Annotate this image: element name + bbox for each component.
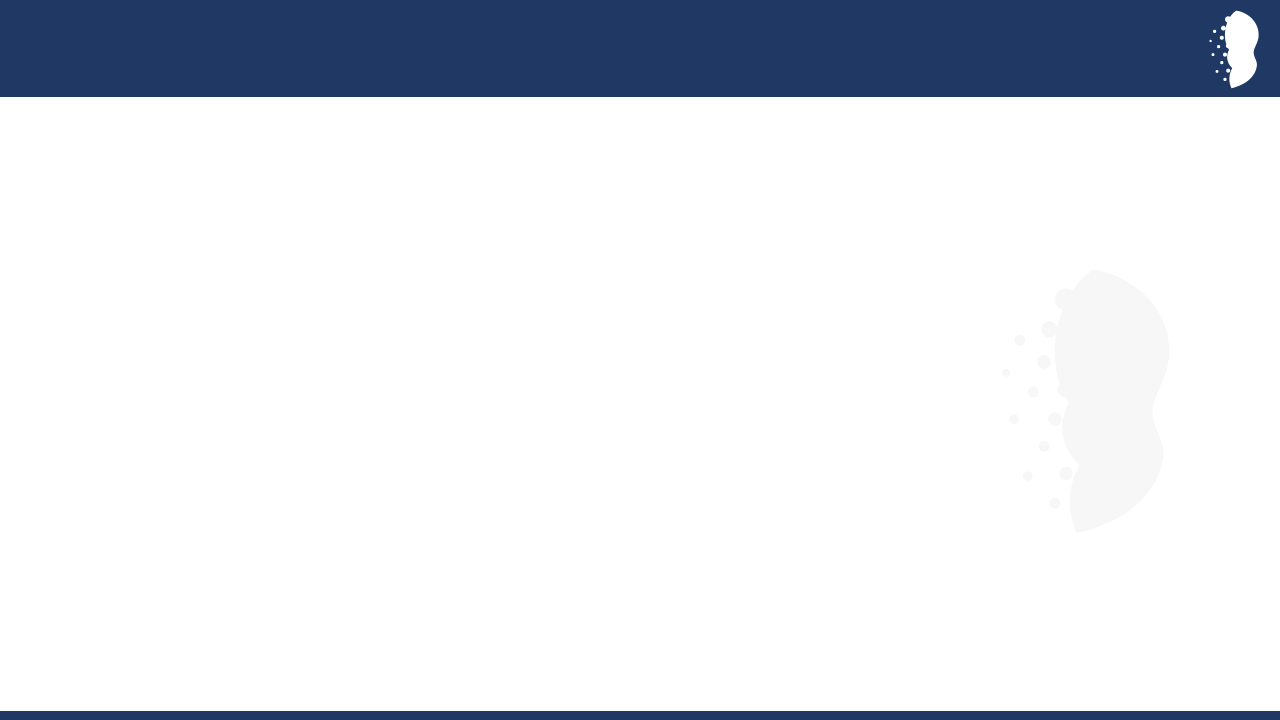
dotted-head-profile-icon	[1209, 10, 1259, 88]
header-bar	[0, 0, 1280, 97]
brand-logo	[1194, 9, 1262, 89]
footer-bar	[0, 711, 1280, 720]
watermark-dotted-head-icon	[1002, 269, 1170, 534]
